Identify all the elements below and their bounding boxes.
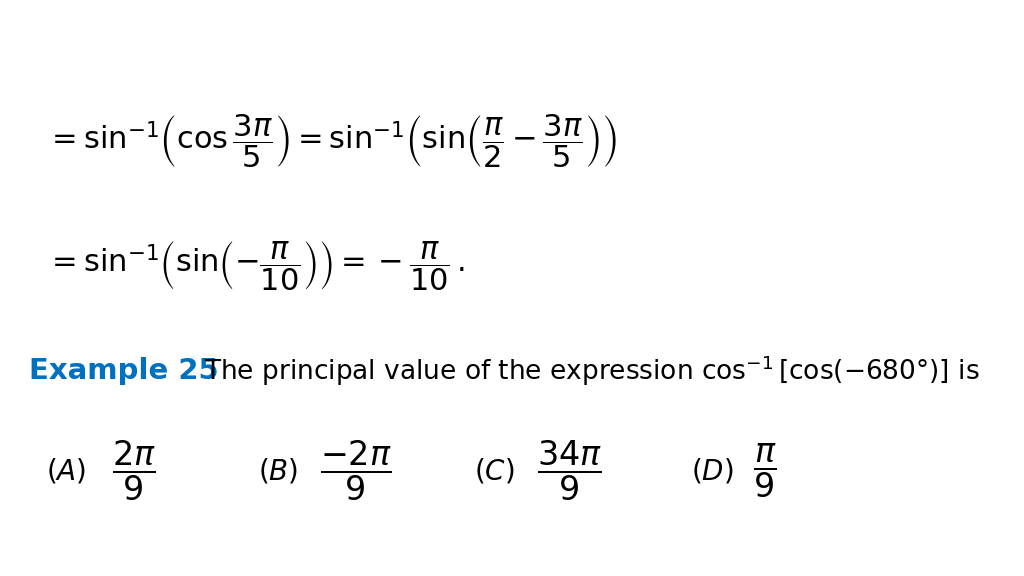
Text: $= \sin^{-1}\!\left(\sin\!\left(-\dfrac{\pi}{10}\right)\right) = -\dfrac{\pi}{10: $= \sin^{-1}\!\left(\sin\!\left(-\dfrac{… <box>46 239 465 293</box>
Text: The principal value of the expression $\cos^{-1}[\cos(-680°)]$ is: The principal value of the expression $\… <box>204 354 979 388</box>
Text: $\dfrac{2\pi}{9}$: $\dfrac{2\pi}{9}$ <box>113 439 156 503</box>
Text: $(D)$: $(D)$ <box>691 457 733 486</box>
Text: $\dfrac{-2\pi}{9}$: $\dfrac{-2\pi}{9}$ <box>321 439 392 503</box>
Text: $= \sin^{-1}\!\left(\cos\dfrac{3\pi}{5}\right) = \sin^{-1}\!\left(\sin\!\left(\d: $= \sin^{-1}\!\left(\cos\dfrac{3\pi}{5}\… <box>46 112 616 170</box>
Text: $(A)$: $(A)$ <box>46 457 86 486</box>
Text: $(C)$: $(C)$ <box>474 457 515 486</box>
Text: Example 25: Example 25 <box>29 357 219 385</box>
Text: $\dfrac{\pi}{9}$: $\dfrac{\pi}{9}$ <box>754 442 777 500</box>
Text: $\dfrac{34\pi}{9}$: $\dfrac{34\pi}{9}$ <box>537 439 602 503</box>
Text: $(B)$: $(B)$ <box>258 457 298 486</box>
